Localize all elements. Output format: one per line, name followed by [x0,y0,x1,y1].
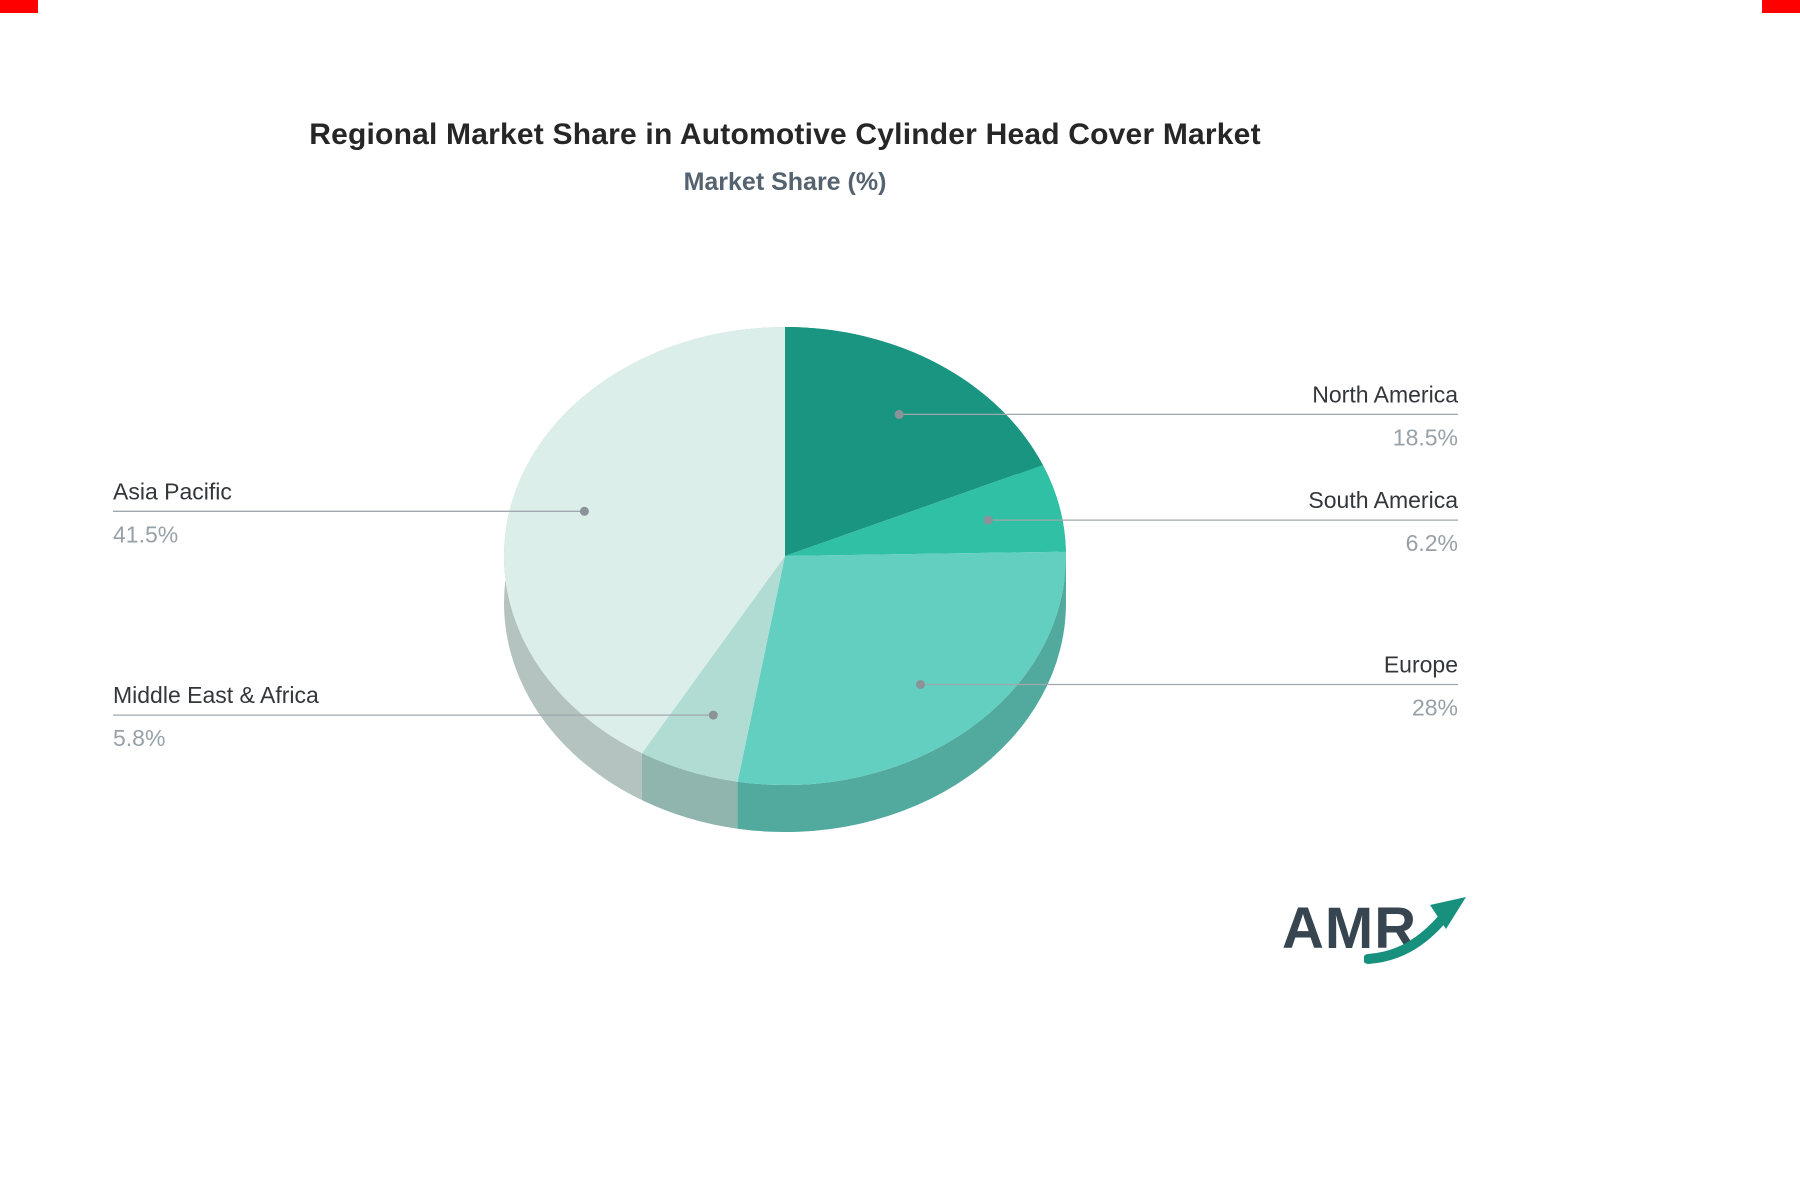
slice-value: 5.8% [113,725,165,751]
pie-slice [785,327,1043,556]
corner-mark-right [1762,0,1800,13]
leader-dot [894,409,904,419]
pie-slice-side [641,753,738,829]
amr-logo-arrow-icon [1364,897,1466,964]
leader-dot [708,710,718,720]
chart-subtitle: Market Share (%) [683,168,887,196]
amr-logo: AMR [1282,895,1466,975]
slice-label: Middle East & Africa [113,682,319,708]
leader-dot [579,506,589,516]
slice-label: Europe [1384,652,1458,678]
corner-mark-left [0,0,38,13]
pie-slice-side [737,551,1066,832]
pie-slice [785,465,1066,556]
chart-title: Regional Market Share in Automotive Cyli… [309,118,1261,151]
pie-slice [737,551,1066,785]
leader-dot [916,680,925,689]
pie-slice [504,327,785,754]
slice-label: Asia Pacific [113,478,232,504]
slice-label: South America [1308,487,1458,513]
slice-value: 6.2% [1406,530,1458,556]
slice-value: 28% [1412,695,1458,721]
slice-label: North America [1312,381,1458,407]
slice-value: 41.5% [113,521,178,547]
slice-value: 18.5% [1393,424,1458,450]
pie-slice [641,556,785,782]
leader-dot [983,515,993,525]
